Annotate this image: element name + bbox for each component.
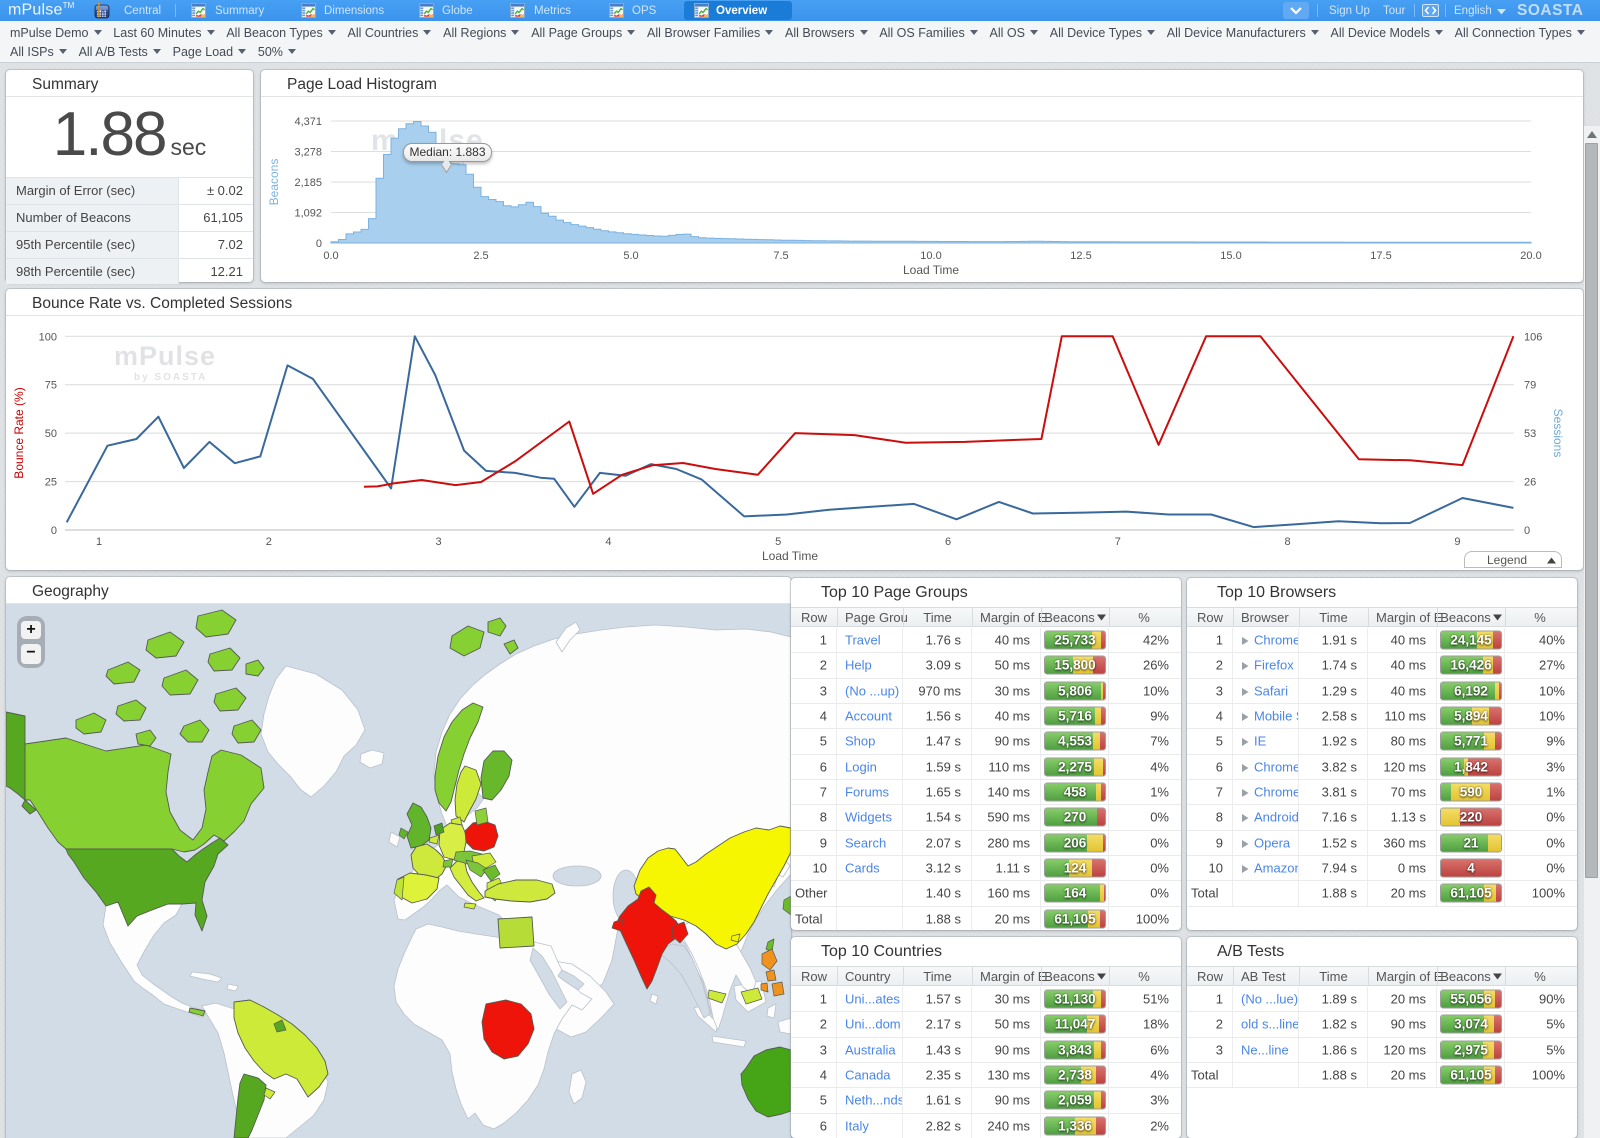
- svg-text:Beacons: Beacons: [267, 159, 281, 206]
- svg-text:25: 25: [45, 477, 57, 489]
- svg-text:1,092: 1,092: [294, 208, 322, 220]
- svg-text:20.0: 20.0: [1520, 250, 1541, 262]
- svg-text:Load Time: Load Time: [903, 263, 959, 277]
- svg-text:Sessions: Sessions: [1551, 409, 1565, 458]
- svg-text:15.0: 15.0: [1220, 250, 1241, 262]
- svg-text:by SOASTA: by SOASTA: [134, 372, 207, 383]
- svg-text:6: 6: [945, 536, 951, 548]
- svg-text:50: 50: [45, 428, 57, 440]
- svg-text:5.0: 5.0: [623, 250, 638, 262]
- svg-text:4: 4: [605, 536, 611, 548]
- svg-text:4,371: 4,371: [294, 116, 322, 128]
- svg-text:0: 0: [316, 238, 322, 250]
- svg-text:5: 5: [775, 536, 781, 548]
- svg-text:100: 100: [39, 331, 57, 343]
- svg-text:3: 3: [436, 536, 442, 548]
- svg-text:7: 7: [1115, 536, 1121, 548]
- svg-text:106: 106: [1524, 331, 1542, 343]
- svg-text:2.5: 2.5: [473, 250, 488, 262]
- svg-text:53: 53: [1524, 428, 1536, 440]
- svg-text:3,278: 3,278: [294, 147, 322, 159]
- svg-text:79: 79: [1524, 380, 1536, 392]
- svg-text:mPulse: mPulse: [114, 341, 216, 371]
- svg-text:0.0: 0.0: [323, 250, 338, 262]
- svg-text:1: 1: [96, 536, 102, 548]
- svg-text:10.0: 10.0: [920, 250, 941, 262]
- svg-text:Load Time: Load Time: [762, 549, 818, 563]
- svg-text:7.5: 7.5: [773, 250, 788, 262]
- svg-text:0: 0: [1524, 525, 1530, 537]
- svg-text:75: 75: [45, 380, 57, 392]
- svg-text:12.5: 12.5: [1070, 250, 1091, 262]
- svg-text:2,185: 2,185: [294, 177, 322, 189]
- svg-text:8: 8: [1285, 536, 1291, 548]
- svg-text:Bounce Rate (%): Bounce Rate (%): [12, 387, 26, 478]
- svg-text:9: 9: [1454, 536, 1460, 548]
- svg-text:17.5: 17.5: [1370, 250, 1391, 262]
- svg-text:2: 2: [266, 536, 272, 548]
- svg-text:26: 26: [1524, 477, 1536, 489]
- svg-text:0: 0: [51, 525, 57, 537]
